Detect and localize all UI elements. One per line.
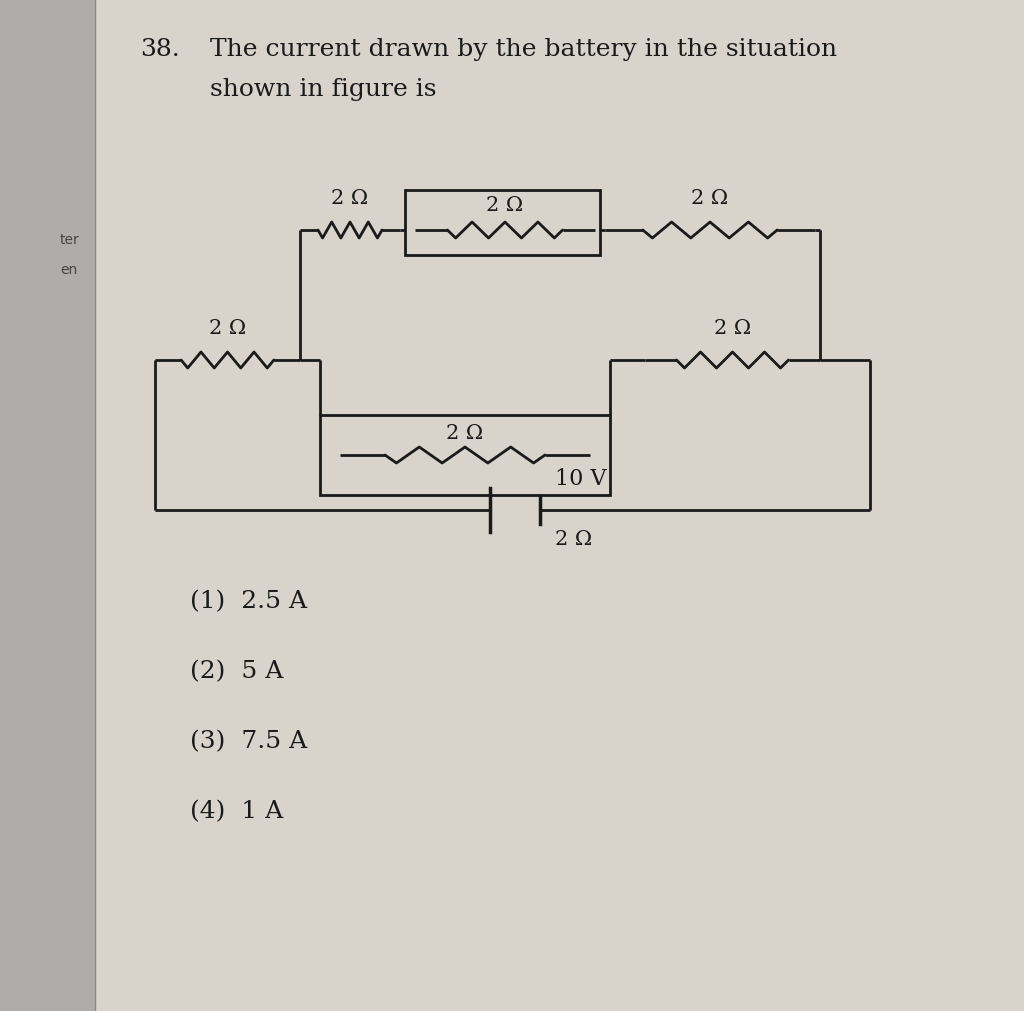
Text: 2 Ω: 2 Ω <box>209 319 246 338</box>
Text: shown in figure is: shown in figure is <box>210 78 436 101</box>
Text: en: en <box>60 263 77 277</box>
Text: (2)  5 A: (2) 5 A <box>190 660 284 683</box>
Text: (1)  2.5 A: (1) 2.5 A <box>190 590 307 613</box>
Polygon shape <box>0 0 95 1011</box>
Text: 2 Ω: 2 Ω <box>446 424 483 443</box>
Text: ter: ter <box>60 233 80 247</box>
Text: 10 V: 10 V <box>555 468 606 490</box>
Text: The current drawn by the battery in the situation: The current drawn by the battery in the … <box>210 38 838 61</box>
Text: 2 Ω: 2 Ω <box>486 196 523 215</box>
Text: (3)  7.5 A: (3) 7.5 A <box>190 730 307 753</box>
Text: 2 Ω: 2 Ω <box>714 319 751 338</box>
Text: 2 Ω: 2 Ω <box>332 189 369 208</box>
Text: 38.: 38. <box>140 38 180 61</box>
Polygon shape <box>95 0 1024 1011</box>
Text: 2 Ω: 2 Ω <box>691 189 728 208</box>
Text: (4)  1 A: (4) 1 A <box>190 800 284 823</box>
Text: 2 Ω: 2 Ω <box>555 530 592 549</box>
